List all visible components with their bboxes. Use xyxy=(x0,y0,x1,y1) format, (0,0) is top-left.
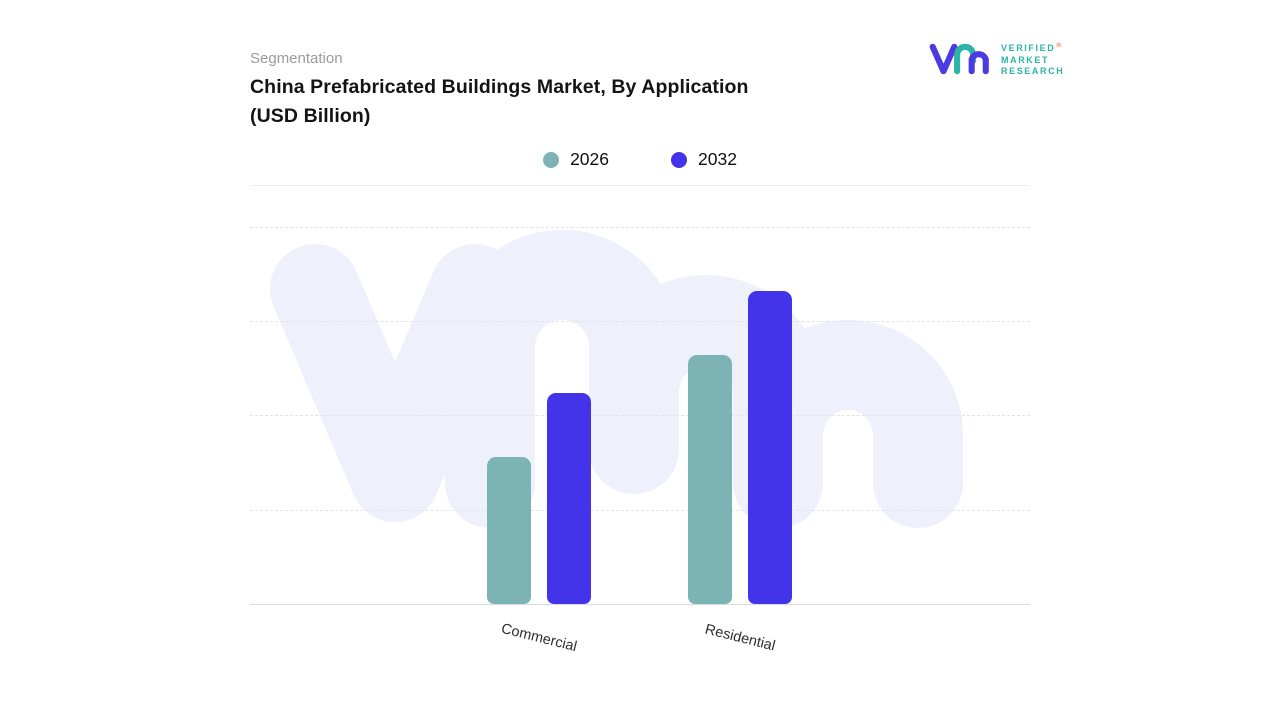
legend-item-2026: 2026 xyxy=(543,149,609,170)
brand-word-verified: VERIFIED xyxy=(1001,43,1056,54)
gridline xyxy=(250,321,1030,322)
legend-label-2026: 2026 xyxy=(570,149,609,169)
chart-title-line2: (USD Billion) xyxy=(250,105,371,127)
gridline xyxy=(250,227,1030,228)
legend-swatch-2026 xyxy=(543,151,560,168)
bar-residential-2032 xyxy=(748,291,792,604)
gridline xyxy=(250,415,1030,416)
chart-legend: 2026 2032 xyxy=(250,149,1030,170)
section-eyebrow: Segmentation xyxy=(250,50,343,67)
bar-group-residential xyxy=(688,291,792,604)
legend-swatch-2032 xyxy=(671,151,687,168)
bar-commercial-2026 xyxy=(487,457,531,604)
gridline xyxy=(250,510,1030,511)
chart-title-line1: China Prefabricated Buildings Market, By… xyxy=(250,76,749,98)
bar-group-commercial xyxy=(487,393,591,604)
bar-residential-2026 xyxy=(688,355,732,604)
vmr-monogram-icon xyxy=(929,43,989,75)
brand-wordmark: VERIFIED® MARKET RESEARCH xyxy=(1001,40,1064,78)
brand-word-market: MARKET xyxy=(1001,54,1050,65)
x-axis-label-commercial: Commercial xyxy=(499,620,579,656)
plot-area: Commercial Residential xyxy=(250,227,1030,655)
legend-divider xyxy=(250,185,1030,186)
bar-commercial-2032 xyxy=(547,393,591,604)
x-axis-label-residential: Residential xyxy=(703,621,777,655)
brand-word-research: RESEARCH xyxy=(1001,66,1065,77)
legend-item-2032: 2032 xyxy=(671,149,737,170)
chart-title: China Prefabricated Buildings Market, By… xyxy=(250,73,749,131)
registered-mark: ® xyxy=(1056,42,1062,50)
x-axis-line xyxy=(250,604,1030,605)
legend-label-2032: 2032 xyxy=(698,149,737,169)
brand-logo: VERIFIED® MARKET RESEARCH xyxy=(928,40,1064,78)
